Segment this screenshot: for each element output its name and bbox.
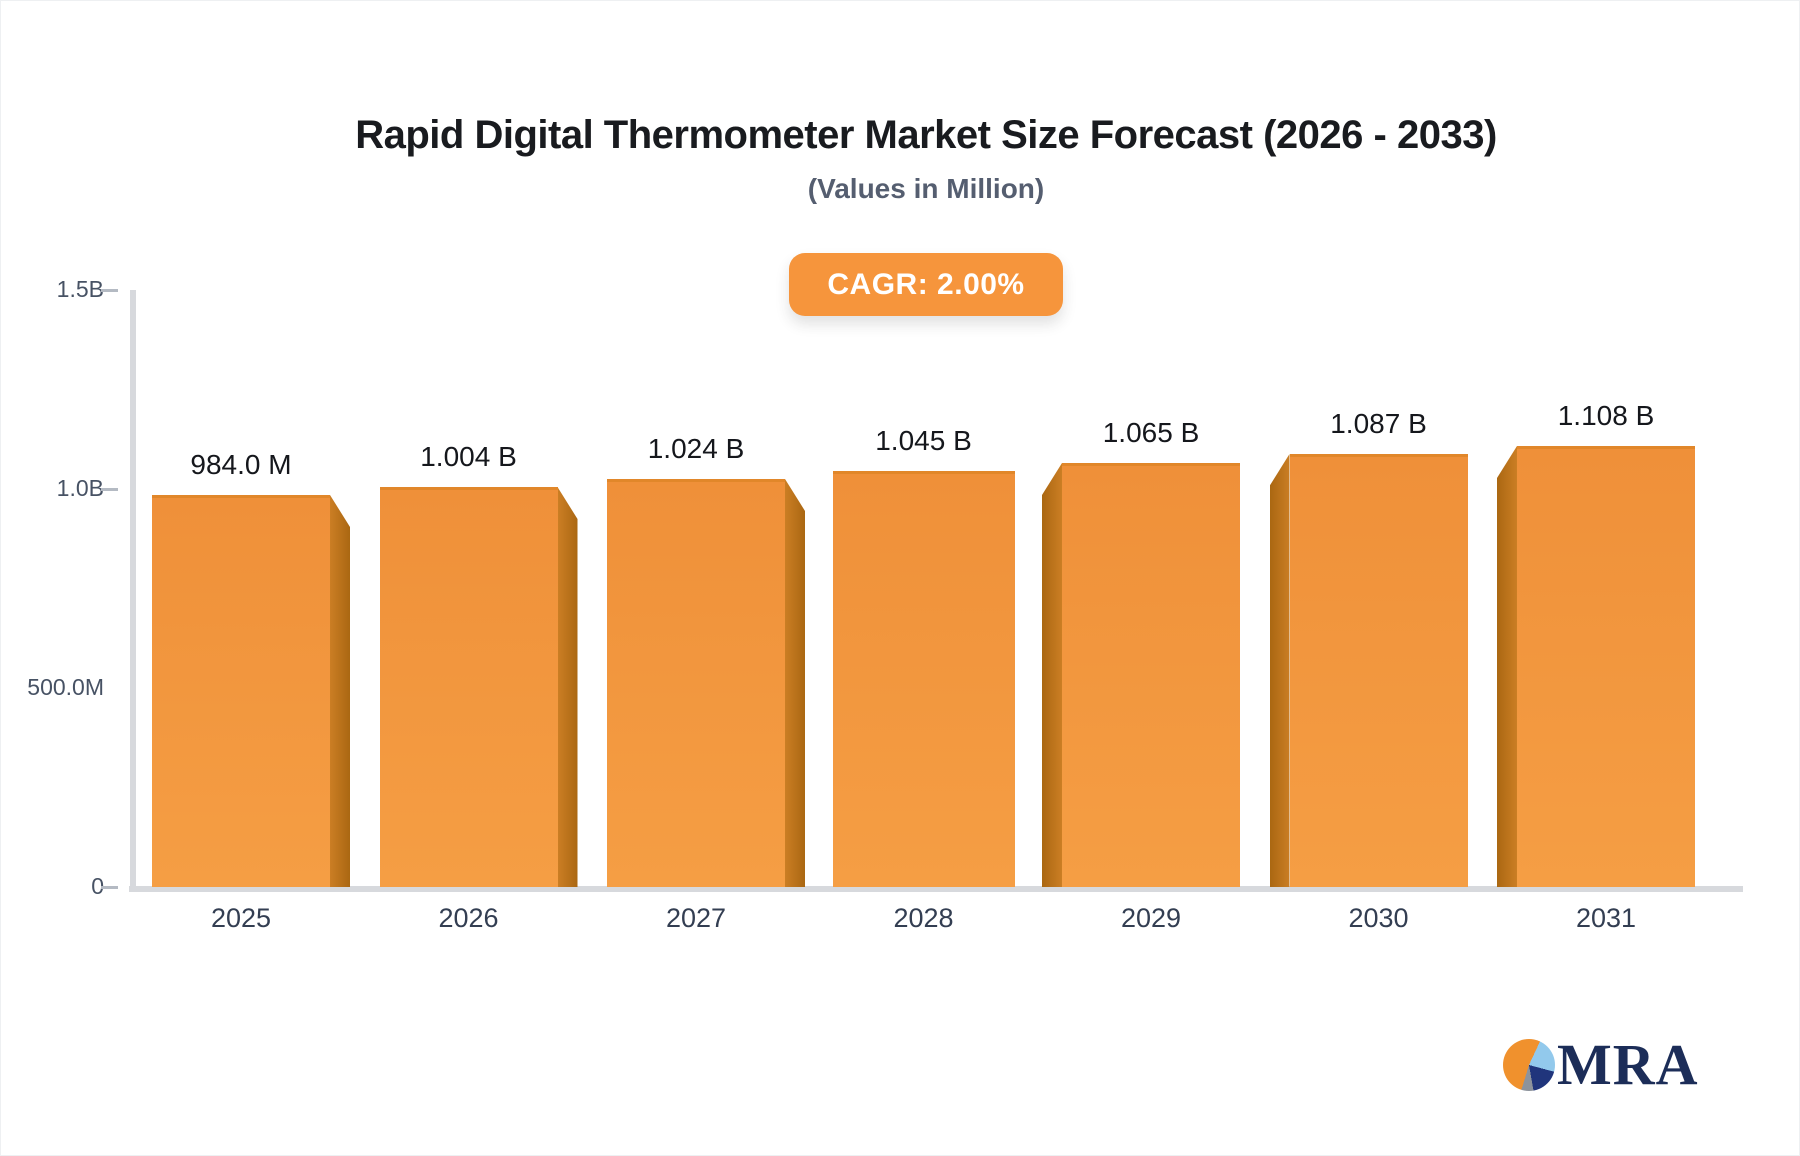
y-axis-tick-label: 500.0M	[27, 674, 104, 700]
bar-side-face	[1497, 446, 1517, 887]
y-axis-tick-label: 1.0B	[56, 475, 104, 501]
mra-logo: MRA	[1503, 1032, 1699, 1097]
x-axis-label: 2029	[1120, 903, 1182, 933]
bar-2026	[379, 487, 558, 887]
x-axis-label: 2027	[665, 903, 727, 933]
y-axis-tick-dash	[101, 885, 118, 889]
y-axis-tick-dash	[101, 487, 118, 491]
y-axis-tick-label: 0	[91, 873, 104, 899]
x-axis-label: 2028	[893, 903, 954, 933]
bar-2030	[1289, 454, 1468, 887]
bar-side-face	[557, 487, 578, 887]
bar-2028	[832, 471, 1015, 887]
y-axis-tick-dash	[101, 288, 118, 292]
x-axis-line	[129, 886, 1743, 892]
x-axis-label: 2030	[1348, 903, 1409, 933]
x-axis-label: 2026	[438, 903, 499, 933]
bar-value-label: 1.087 B	[1330, 408, 1427, 439]
bar-2029	[1062, 463, 1240, 887]
bar-value-label: 984.0 M	[190, 449, 292, 480]
pie-chart-logo-icon	[1503, 1039, 1555, 1091]
x-axis-label: 2031	[1575, 903, 1637, 933]
bar-value-label: 1.024 B	[647, 433, 745, 464]
x-axis-label: 2025	[210, 903, 272, 933]
bar-side-face	[1269, 454, 1290, 887]
bar-value-label: 1.004 B	[420, 441, 517, 472]
logo-text: MRA	[1557, 1032, 1699, 1097]
bar-value-label: 1.065 B	[1102, 417, 1200, 448]
bar-value-label: 1.045 B	[875, 425, 972, 456]
bar-2031	[1517, 446, 1695, 887]
chart-subtitle: (Values in Million)	[807, 173, 1045, 204]
bar-side-face	[1042, 463, 1062, 887]
bar-side-face	[785, 479, 805, 887]
y-axis-tick-label: 1.5B	[56, 276, 104, 302]
bar-2027	[607, 479, 785, 887]
bar-side-face	[330, 495, 350, 887]
y-axis-line	[130, 290, 136, 887]
cagr-badge-label: CAGR: 2.00%	[827, 267, 1025, 301]
chart-title: Rapid Digital Thermometer Market Size Fo…	[355, 113, 1497, 157]
bar-2025	[152, 495, 330, 887]
bar-value-label: 1.108 B	[1557, 400, 1655, 431]
cagr-badge: CAGR: 2.00%	[789, 253, 1063, 316]
